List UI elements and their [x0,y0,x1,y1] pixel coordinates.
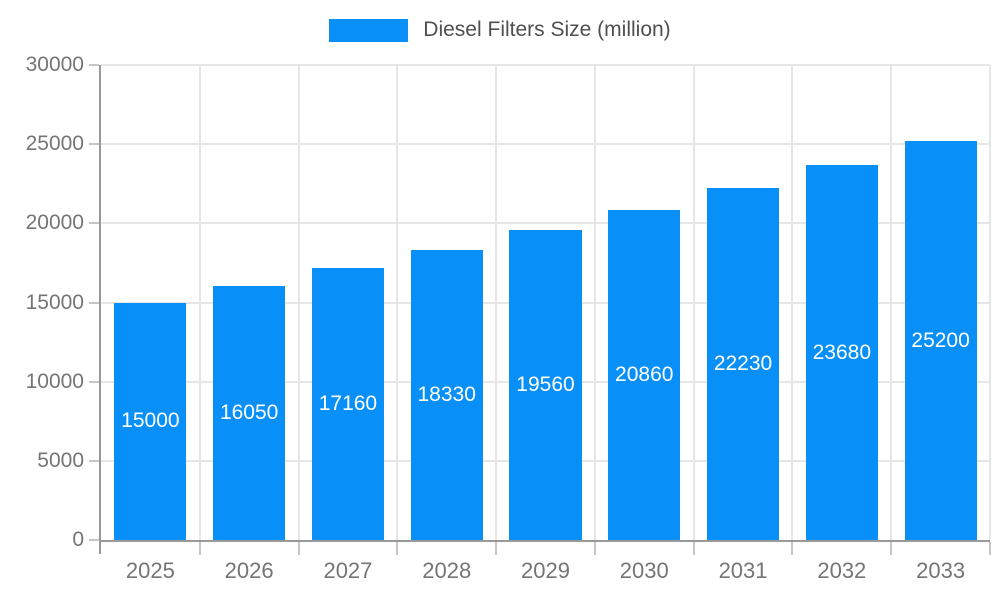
x-gridline [791,65,794,540]
x-gridline [593,65,596,540]
bar-2028[interactable] [410,249,483,540]
bar-2032[interactable] [805,165,878,540]
x-axis-line [99,540,990,542]
x-axis-tick [692,542,695,555]
y-axis-label: 25000 [25,132,84,156]
y-axis-tick [89,539,99,541]
y-gridline [101,222,990,225]
bar-value-label: 18330 [417,382,476,406]
y-gridline [101,64,990,66]
x-axis-label-2033: 2033 [916,558,966,583]
y-axis-label: 15000 [25,290,84,314]
y-axis-label: 30000 [25,53,84,76]
bar-value-label: 19560 [516,373,575,397]
plot-area: 0 5000 10000 15000 20000 25000 30000 15000 2025 1… [26,53,991,583]
x-gridline [989,65,991,540]
x-axis-label-2031: 2031 [718,558,768,583]
y-axis-label: 20000 [25,211,84,235]
bar-value-label: 22230 [713,352,773,375]
bar-value-label: 25200 [911,328,970,352]
x-gridline [890,65,893,540]
x-gridline [396,65,399,540]
bar-2031[interactable] [707,188,780,540]
x-axis-label-2025: 2025 [125,558,175,583]
y-axis-tick [89,301,99,304]
x-gridline [297,65,300,540]
x-gridline [198,65,201,540]
x-axis-tick [396,542,399,555]
x-axis-label-2030: 2030 [619,558,669,583]
bar-2025[interactable] [114,302,187,540]
bar-2033[interactable] [904,141,977,540]
x-axis-tick [890,542,893,555]
x-axis-tick [495,542,498,555]
x-axis-tick [791,542,794,555]
bar-2027[interactable] [311,268,384,540]
bar-value-label: 23680 [812,340,872,364]
y-axis-tick [89,380,99,383]
x-axis-label-2029: 2029 [521,558,570,583]
x-axis-tick [297,542,300,555]
legend-swatch [329,18,409,42]
bar-2026[interactable] [213,285,286,540]
y-axis-tick [89,459,99,462]
y-axis-label: 0 [72,528,84,551]
bar-2030[interactable] [608,209,681,540]
y-axis-label: 5000 [37,448,84,472]
x-axis-label-2032: 2032 [817,558,867,583]
legend[interactable]: Diesel Filters Size (million) [0,18,1000,42]
x-axis-tick [198,542,201,555]
y-axis-line [99,65,101,554]
x-gridline [495,65,498,540]
y-axis-tick [89,143,99,146]
x-axis-label-2028: 2028 [422,558,472,583]
bar-2029[interactable] [509,230,582,540]
x-gridline [692,65,695,540]
y-axis-label: 10000 [25,369,84,393]
y-axis-tick [89,64,99,66]
bar-value-label: 17160 [318,392,378,416]
y-axis-tick [89,222,99,225]
bar-value-label: 20860 [615,362,674,386]
bar-value-label: 16050 [219,400,279,424]
x-axis-label-2027: 2027 [323,558,373,583]
legend-label: Diesel Filters Size (million) [423,18,671,41]
x-axis-tick [593,542,596,555]
x-axis-tick [989,542,991,555]
y-gridline [101,143,990,146]
bar-value-label: 15000 [121,409,180,433]
x-axis-label-2026: 2026 [224,558,274,583]
